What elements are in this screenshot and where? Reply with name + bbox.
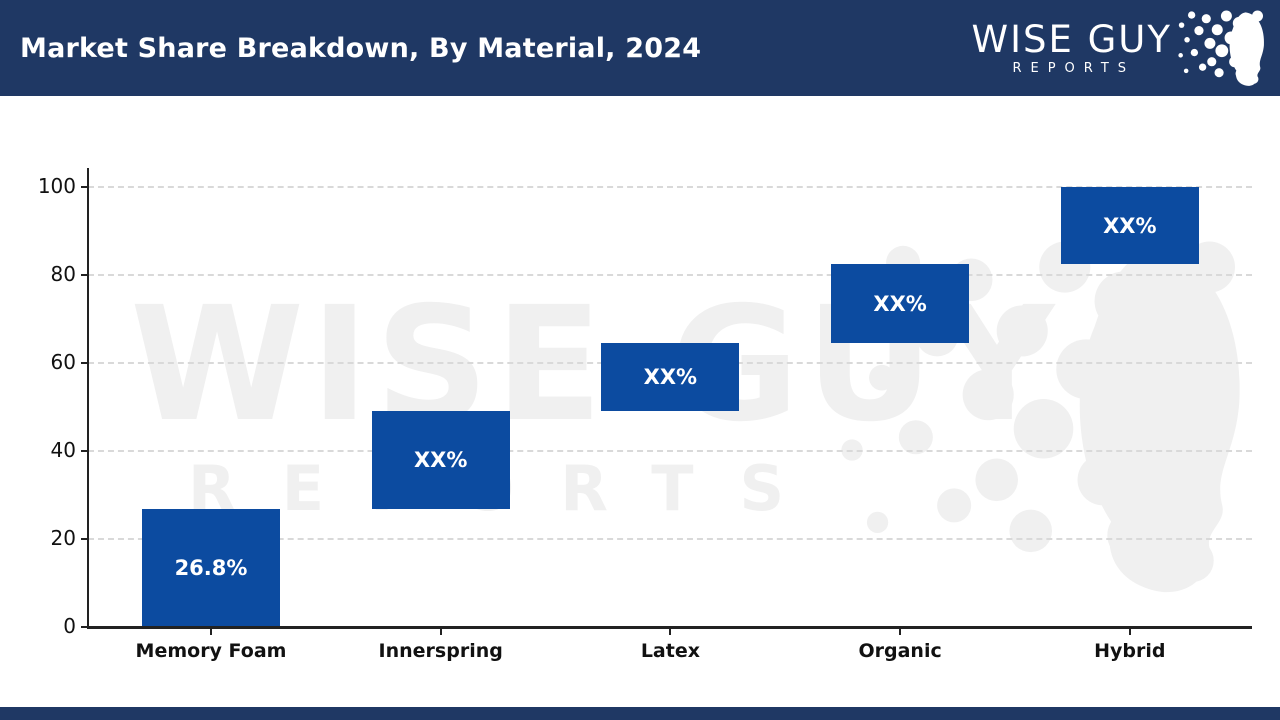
- y-tick: [81, 450, 88, 452]
- gridline: [88, 274, 1252, 276]
- x-axis-label: Innerspring: [378, 640, 503, 662]
- x-axis-label: Organic: [858, 640, 942, 662]
- wise-guy-logo: WISE GUY REPORTS: [972, 5, 1280, 91]
- y-tick: [81, 538, 88, 540]
- bar: XX%: [1060, 187, 1199, 264]
- y-tick: [81, 626, 88, 628]
- x-tick: [1128, 628, 1131, 635]
- y-tick-label: 60: [50, 350, 76, 374]
- gridline: [88, 186, 1252, 188]
- bar: XX%: [831, 264, 970, 344]
- bar-value-label: XX%: [1103, 213, 1157, 238]
- x-tick: [439, 628, 442, 635]
- gridline: [88, 450, 1252, 452]
- bar-value-label: XX%: [643, 365, 698, 390]
- logo-face-icon: [1178, 10, 1265, 86]
- y-tick-label: 100: [37, 174, 76, 198]
- x-tick: [669, 628, 672, 635]
- x-tick: [899, 628, 902, 635]
- y-tick: [81, 186, 88, 188]
- logo-wordmark-line2: REPORTS: [1012, 60, 1136, 76]
- y-tick-label: 80: [50, 262, 76, 286]
- chart-area: WISE GUY REPORTS 02040608010026.8%Memory…: [0, 96, 1280, 707]
- footer-bar: [0, 707, 1280, 720]
- y-tick: [81, 362, 88, 364]
- bar-value-label: 26.8%: [174, 556, 248, 581]
- y-tick-label: 0: [63, 614, 76, 638]
- x-axis-line: [87, 626, 1252, 629]
- x-axis-label: Hybrid: [1094, 640, 1166, 662]
- x-axis-label: Memory Foam: [135, 640, 287, 662]
- gridline: [88, 538, 1252, 540]
- bar-value-label: XX%: [873, 291, 927, 316]
- logo-wordmark: WISE GUY REPORTS: [972, 21, 1172, 76]
- header: Market Share Breakdown, By Material, 202…: [0, 0, 1280, 96]
- x-tick: [210, 628, 212, 635]
- logo-wordmark-line1: WISE GUY: [971, 17, 1172, 61]
- y-tick-label: 40: [50, 438, 76, 462]
- bar-value-label: XX%: [413, 448, 468, 473]
- bar: XX%: [371, 411, 510, 510]
- x-axis-label: Latex: [640, 640, 700, 662]
- bar: 26.8%: [142, 509, 280, 627]
- y-tick-label: 20: [50, 526, 76, 550]
- bar: XX%: [601, 343, 740, 412]
- y-axis-line: [87, 168, 89, 628]
- y-tick: [81, 274, 88, 276]
- chart-title: Market Share Breakdown, By Material, 202…: [20, 32, 702, 64]
